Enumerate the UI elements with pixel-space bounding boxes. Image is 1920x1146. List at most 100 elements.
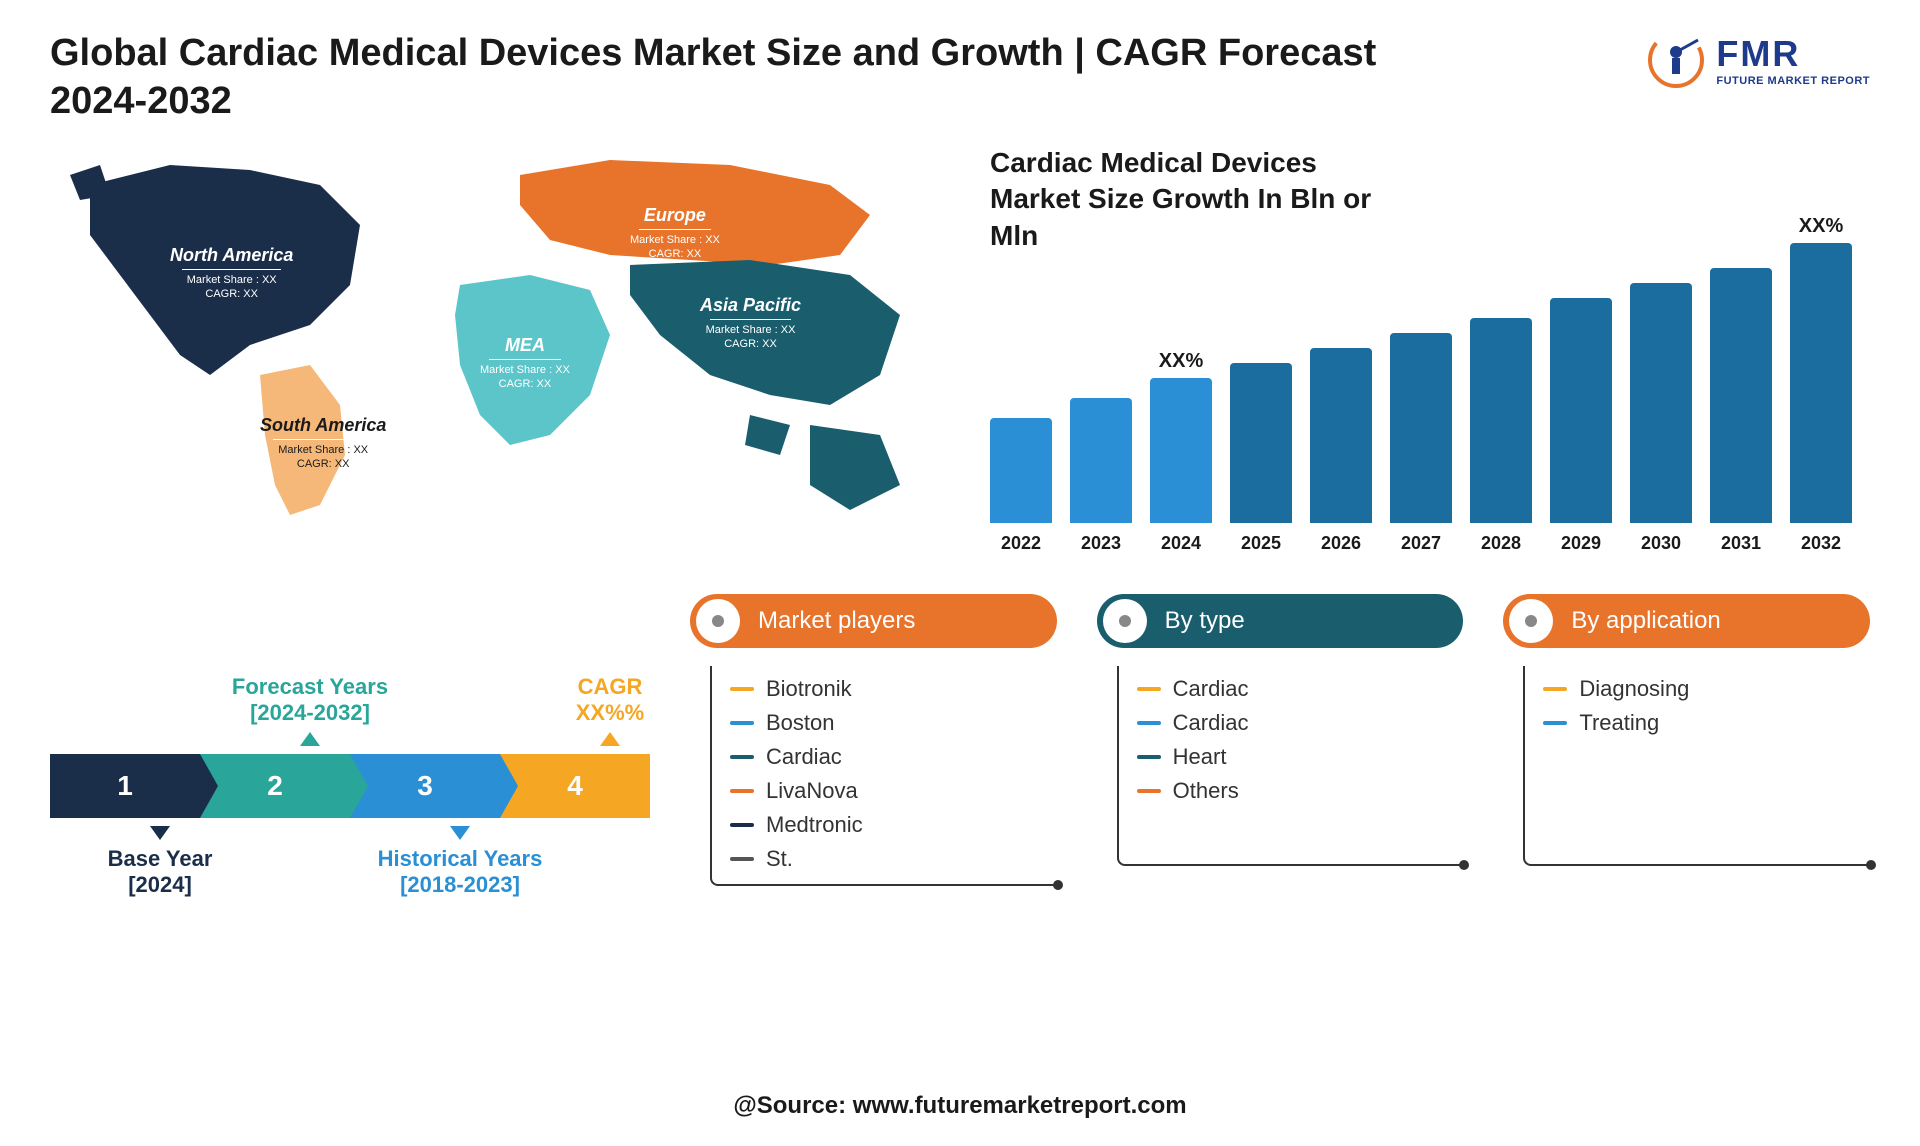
segment-col-0: .dot::after{background:#888} Market play… [690, 594, 1057, 886]
item-text: Cardiac [766, 744, 842, 770]
tick-icon [730, 857, 754, 861]
bar-year-label: 2022 [1001, 533, 1041, 554]
pill-label: Market players [758, 607, 915, 635]
item-text: St. [766, 846, 793, 872]
timeline-segment-3: 3 [350, 754, 500, 818]
bar-annotation: XX% [1799, 215, 1843, 238]
bar-2027: 2027 [1390, 333, 1452, 554]
segment-list: Cardiac Cardiac Heart Others [1117, 666, 1464, 866]
bar-2031: 2031 [1710, 268, 1772, 554]
segment-col-1: .dot::after{background:#888} By type Car… [1097, 594, 1464, 886]
list-item: LivaNova [730, 774, 1057, 808]
timeline-segment-2: 2 [200, 754, 350, 818]
bar [1230, 363, 1292, 523]
timeline-bar: 1234 [50, 754, 650, 818]
bar [1710, 268, 1772, 523]
pill-dot-icon: .dot::after{background:#888} [1103, 599, 1147, 643]
timeline: Forecast Years[2024-2032]CAGRXX%% 1234 B… [50, 594, 650, 918]
item-text: Cardiac [1173, 676, 1249, 702]
bar-2029: 2029 [1550, 298, 1612, 554]
list-item: Cardiac [1137, 706, 1464, 740]
tick-icon [730, 789, 754, 793]
tick-icon [1137, 755, 1161, 759]
bar [1150, 378, 1212, 523]
bottom-row: Forecast Years[2024-2032] CAGRXX%% 1234 B… [50, 594, 1870, 918]
bar [1070, 398, 1132, 523]
top-row: North AmericaMarket Share : XXCAGR: XXSo… [50, 145, 1870, 554]
item-text: Boston [766, 710, 835, 736]
logo-abbrev: FMR [1716, 33, 1870, 75]
segment-pill: .dot::after{background:#888} By type [1097, 594, 1464, 648]
bar-2025: 2025 [1230, 363, 1292, 554]
timeline-annot-cagr: CAGRXX%% [520, 674, 700, 746]
bar-year-label: 2028 [1481, 533, 1521, 554]
page-title: Global Cardiac Medical Devices Market Si… [50, 30, 1450, 125]
timeline-segment-4: 4 [500, 754, 650, 818]
bar-2028: 2028 [1470, 318, 1532, 554]
segment-pill: .dot::after{background:#888} Market play… [690, 594, 1057, 648]
tick-icon [1137, 721, 1161, 725]
bar-2032: XX% 2032 [1790, 243, 1852, 554]
bar-year-label: 2025 [1241, 533, 1281, 554]
header: Global Cardiac Medical Devices Market Si… [50, 30, 1870, 125]
bar-year-label: 2031 [1721, 533, 1761, 554]
bar-year-label: 2026 [1321, 533, 1361, 554]
bar-year-label: 2032 [1801, 533, 1841, 554]
bar-2022: 2022 [990, 418, 1052, 554]
list-item: Boston [730, 706, 1057, 740]
bar [1390, 333, 1452, 523]
item-text: Cardiac [1173, 710, 1249, 736]
timeline-annot-forecast: Forecast Years[2024-2032] [220, 674, 400, 746]
tick-icon [730, 755, 754, 759]
bar-year-label: 2027 [1401, 533, 1441, 554]
segment-pill: .dot::after{background:#888} By applicat… [1503, 594, 1870, 648]
item-text: Heart [1173, 744, 1227, 770]
pill-dot-icon: .dot::after{background:#888} [1509, 599, 1553, 643]
world-map: North AmericaMarket Share : XXCAGR: XXSo… [50, 145, 950, 525]
segment-list: Diagnosing Treating [1523, 666, 1870, 866]
tick-icon [1543, 721, 1567, 725]
bar [1310, 348, 1372, 523]
list-item: Cardiac [1137, 672, 1464, 706]
bar [1550, 298, 1612, 523]
source-attribution: @Source: www.futuremarketreport.com [733, 1092, 1186, 1120]
fmr-logo: FMR FUTURE MARKET REPORT [1646, 30, 1870, 90]
tick-icon [1137, 687, 1161, 691]
timeline-segment-1: 1 [50, 754, 200, 818]
region-label-north-america: North AmericaMarket Share : XXCAGR: XX [170, 245, 293, 302]
item-text: Biotronik [766, 676, 852, 702]
list-item: Diagnosing [1543, 672, 1870, 706]
pill-dot-icon: .dot::after{background:#888} [696, 599, 740, 643]
region-label-mea: MEAMarket Share : XXCAGR: XX [480, 335, 570, 392]
bar-2026: 2026 [1310, 348, 1372, 554]
logo-subtitle: FUTURE MARKET REPORT [1716, 75, 1870, 87]
bar-year-label: 2023 [1081, 533, 1121, 554]
list-item: Others [1137, 774, 1464, 808]
region-label-asia-pacific: Asia PacificMarket Share : XXCAGR: XX [700, 295, 801, 352]
item-text: Others [1173, 778, 1239, 804]
bar-year-label: 2030 [1641, 533, 1681, 554]
list-item: Biotronik [730, 672, 1057, 706]
timeline-annot-historical: Historical Years[2018-2023] [370, 826, 550, 898]
bar-chart-section: Cardiac Medical Devices Market Size Grow… [990, 145, 1870, 554]
tick-icon [730, 721, 754, 725]
chart-title: Cardiac Medical Devices Market Size Grow… [990, 145, 1390, 254]
list-item: Medtronic [730, 808, 1057, 842]
tick-icon [730, 823, 754, 827]
bar-2030: 2030 [1630, 283, 1692, 554]
segment-col-2: .dot::after{background:#888} By applicat… [1503, 594, 1870, 886]
bar-annotation: XX% [1159, 350, 1203, 373]
timeline-annot-base: Base Year[2024] [70, 826, 250, 898]
list-item: Treating [1543, 706, 1870, 740]
logo-icon [1646, 30, 1706, 90]
region-label-europe: EuropeMarket Share : XXCAGR: XX [630, 205, 720, 262]
tick-icon [1543, 687, 1567, 691]
bar [990, 418, 1052, 523]
tick-icon [1137, 789, 1161, 793]
pill-label: By type [1165, 607, 1245, 635]
list-item: Cardiac [730, 740, 1057, 774]
item-text: LivaNova [766, 778, 858, 804]
bar-2023: 2023 [1070, 398, 1132, 554]
bar-chart: 2022 2023XX% 2024 2025 2026 2027 2028 20… [990, 274, 1870, 554]
item-text: Treating [1579, 710, 1659, 736]
